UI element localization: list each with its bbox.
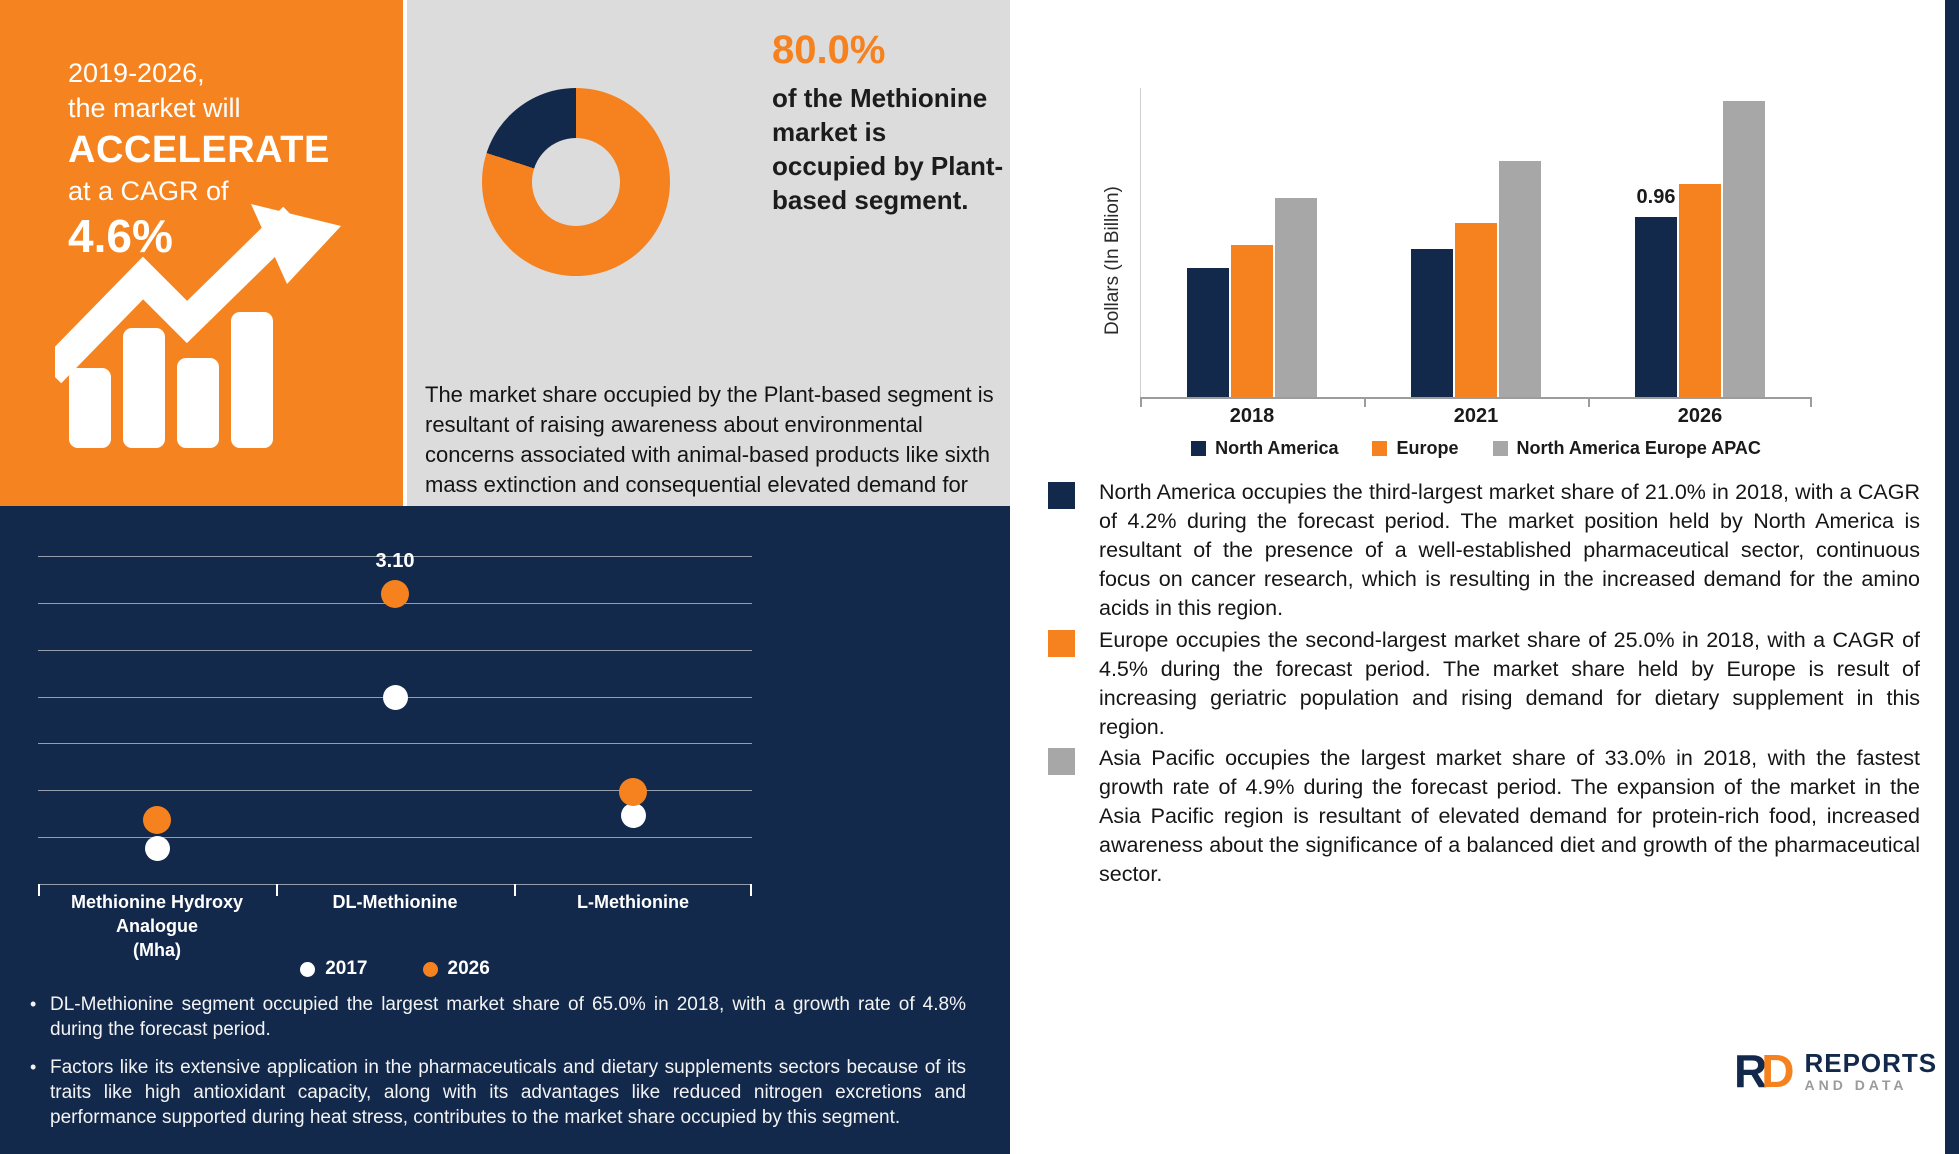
legend-item-2017: 2017: [300, 958, 368, 980]
x-label-2021: 2021: [1453, 405, 1499, 427]
bar-north-america-europe-apac: [1499, 161, 1541, 397]
bar-chart-categories: 2018 2021 2026: [1140, 405, 1812, 428]
axis-tick: [750, 884, 752, 896]
legend-label-2017: 2017: [325, 958, 368, 979]
legend-dot-2017-icon: [300, 961, 316, 977]
gridline: [38, 650, 752, 651]
legend-item-europe: Europe: [1372, 438, 1459, 459]
segment-bullet-list: DL-Methionine segment occupied the large…: [24, 992, 966, 1143]
axis-tick: [514, 884, 516, 896]
bar-north-america-europe-apac: [1723, 101, 1765, 397]
legend-item-2026: 2026: [422, 958, 490, 980]
dot-plot-categories: Methionine Hydroxy Analogue (Mha) DL-Met…: [38, 890, 752, 962]
gridline: [38, 556, 752, 557]
bar-north-america: [1187, 268, 1229, 397]
note-europe: Europe occupies the second-largest marke…: [1048, 626, 1920, 742]
bar-europe: [1455, 223, 1497, 397]
legend-square-orange-icon: [1372, 441, 1388, 456]
category-label-l-methionine: L-Methionine: [577, 892, 689, 912]
legend-dot-2026-icon: [422, 961, 438, 977]
dot-2017: [144, 835, 170, 861]
axis-tick: [276, 884, 278, 896]
bar-chart-y-axis-label: Dollars (In Billion): [1102, 186, 1123, 335]
legend-item-north-america: North America: [1191, 438, 1338, 459]
logo-letter-d: D: [1761, 1045, 1794, 1097]
bar-north-america-europe-apac: [1275, 198, 1317, 397]
regional-bar-chart: 0.96: [1140, 88, 1812, 407]
axis-tick: [1588, 397, 1590, 407]
legend-label-2026: 2026: [447, 958, 490, 979]
bar-europe: [1231, 245, 1273, 397]
accelerate-panel: 2019-2026, the market will ACCELERATE at…: [0, 0, 403, 506]
legend-label-north-america: North America: [1215, 438, 1339, 458]
axis-tick: [1364, 397, 1366, 407]
note-asia-pacific: Asia Pacific occupies the largest market…: [1048, 744, 1920, 889]
x-label-2018: 2018: [1229, 405, 1275, 427]
stat-caption: of the Methionine market is occupied by …: [772, 83, 1004, 215]
logo-letter-r: R: [1734, 1045, 1767, 1097]
dot-2026: [143, 806, 171, 834]
logo-title: REPORTS: [1804, 1048, 1938, 1078]
cagr-value: 4.6%: [68, 210, 173, 262]
dot-plot-legend: 2017 2026: [38, 958, 752, 980]
period-text: 2019-2026,: [68, 58, 205, 88]
legend-square-gray-icon: [1492, 441, 1508, 456]
category-label-mha: Methionine Hydroxy Analogue (Mha): [70, 892, 244, 960]
note-europe-text: Europe occupies the second-largest marke…: [1099, 628, 1920, 739]
legend-item-apac: North America Europe APAC: [1492, 438, 1761, 459]
logo-text: REPORTS AND DATA: [1804, 1049, 1937, 1093]
category-label-dl-methionine: DL-Methionine: [332, 892, 458, 912]
orange-square-icon: [1048, 630, 1075, 657]
bar-value-label: 0.96: [1636, 186, 1676, 208]
segment-panel: 3.10 Methionine Hydroxy Analogue (Mha) D…: [0, 506, 1010, 1154]
right-edge-strip: [1945, 0, 1959, 1154]
bar-north-america: [1411, 249, 1453, 397]
axis-tick: [1140, 397, 1142, 407]
growth-chart-icon: [55, 204, 341, 448]
x-label-2026: 2026: [1677, 405, 1723, 427]
regional-panel: Dollars (In Billion) 0.96 2018 2021 2026…: [1010, 0, 1945, 1154]
donut-chart: [482, 88, 670, 276]
logo-subtitle: AND DATA: [1804, 1077, 1908, 1093]
bar-north-america: [1635, 217, 1677, 397]
dot-2026: [381, 579, 409, 608]
rd-logo-icon: RD: [1734, 1045, 1794, 1097]
gray-square-icon: [1048, 748, 1075, 775]
bar-europe: [1679, 184, 1721, 397]
plant-based-panel: 80.0% of the Methionine market is occupi…: [407, 0, 1010, 527]
market-will-text: the market will: [68, 93, 241, 123]
gridline: [38, 790, 752, 791]
stat-value: 80.0%: [772, 28, 886, 72]
dot-2017: [620, 802, 646, 828]
navy-square-icon: [1048, 482, 1075, 509]
legend-label-apac: North America Europe APAC: [1516, 438, 1761, 458]
gridline: [38, 743, 752, 744]
donut-hole: [532, 138, 620, 226]
gridline: [38, 837, 752, 838]
dot-2017: [382, 684, 408, 710]
bar-chart-legend: North America Europe North America Europ…: [1100, 438, 1852, 459]
accelerate-headline: ACCELERATE: [68, 129, 330, 171]
note-asia-pacific-text: Asia Pacific occupies the largest market…: [1099, 746, 1920, 886]
segment-bullet-2: Factors like its extensive application i…: [24, 1055, 966, 1130]
reports-and-data-logo: RD REPORTS AND DATA: [1734, 1048, 1937, 1094]
cagr-intro-text: at a CAGR of: [68, 176, 229, 206]
dot-value-label: 3.10: [375, 549, 415, 572]
y-axis-line: [1140, 88, 1141, 397]
segment-dot-plot: 3.10: [38, 550, 752, 896]
legend-label-europe: Europe: [1396, 438, 1459, 458]
axis-tick: [1810, 397, 1812, 407]
dot-2026: [619, 777, 647, 806]
gridline: [38, 884, 752, 885]
legend-square-navy-icon: [1191, 441, 1207, 456]
plant-based-stat: 80.0% of the Methionine market is occupi…: [772, 28, 1004, 217]
note-north-america: North America occupies the third-largest…: [1048, 478, 1920, 623]
axis-tick: [38, 884, 40, 896]
note-north-america-text: North America occupies the third-largest…: [1099, 480, 1920, 620]
segment-bullet-1: DL-Methionine segment occupied the large…: [24, 992, 966, 1042]
accelerate-text-block: 2019-2026, the market will ACCELERATE at…: [68, 56, 330, 263]
